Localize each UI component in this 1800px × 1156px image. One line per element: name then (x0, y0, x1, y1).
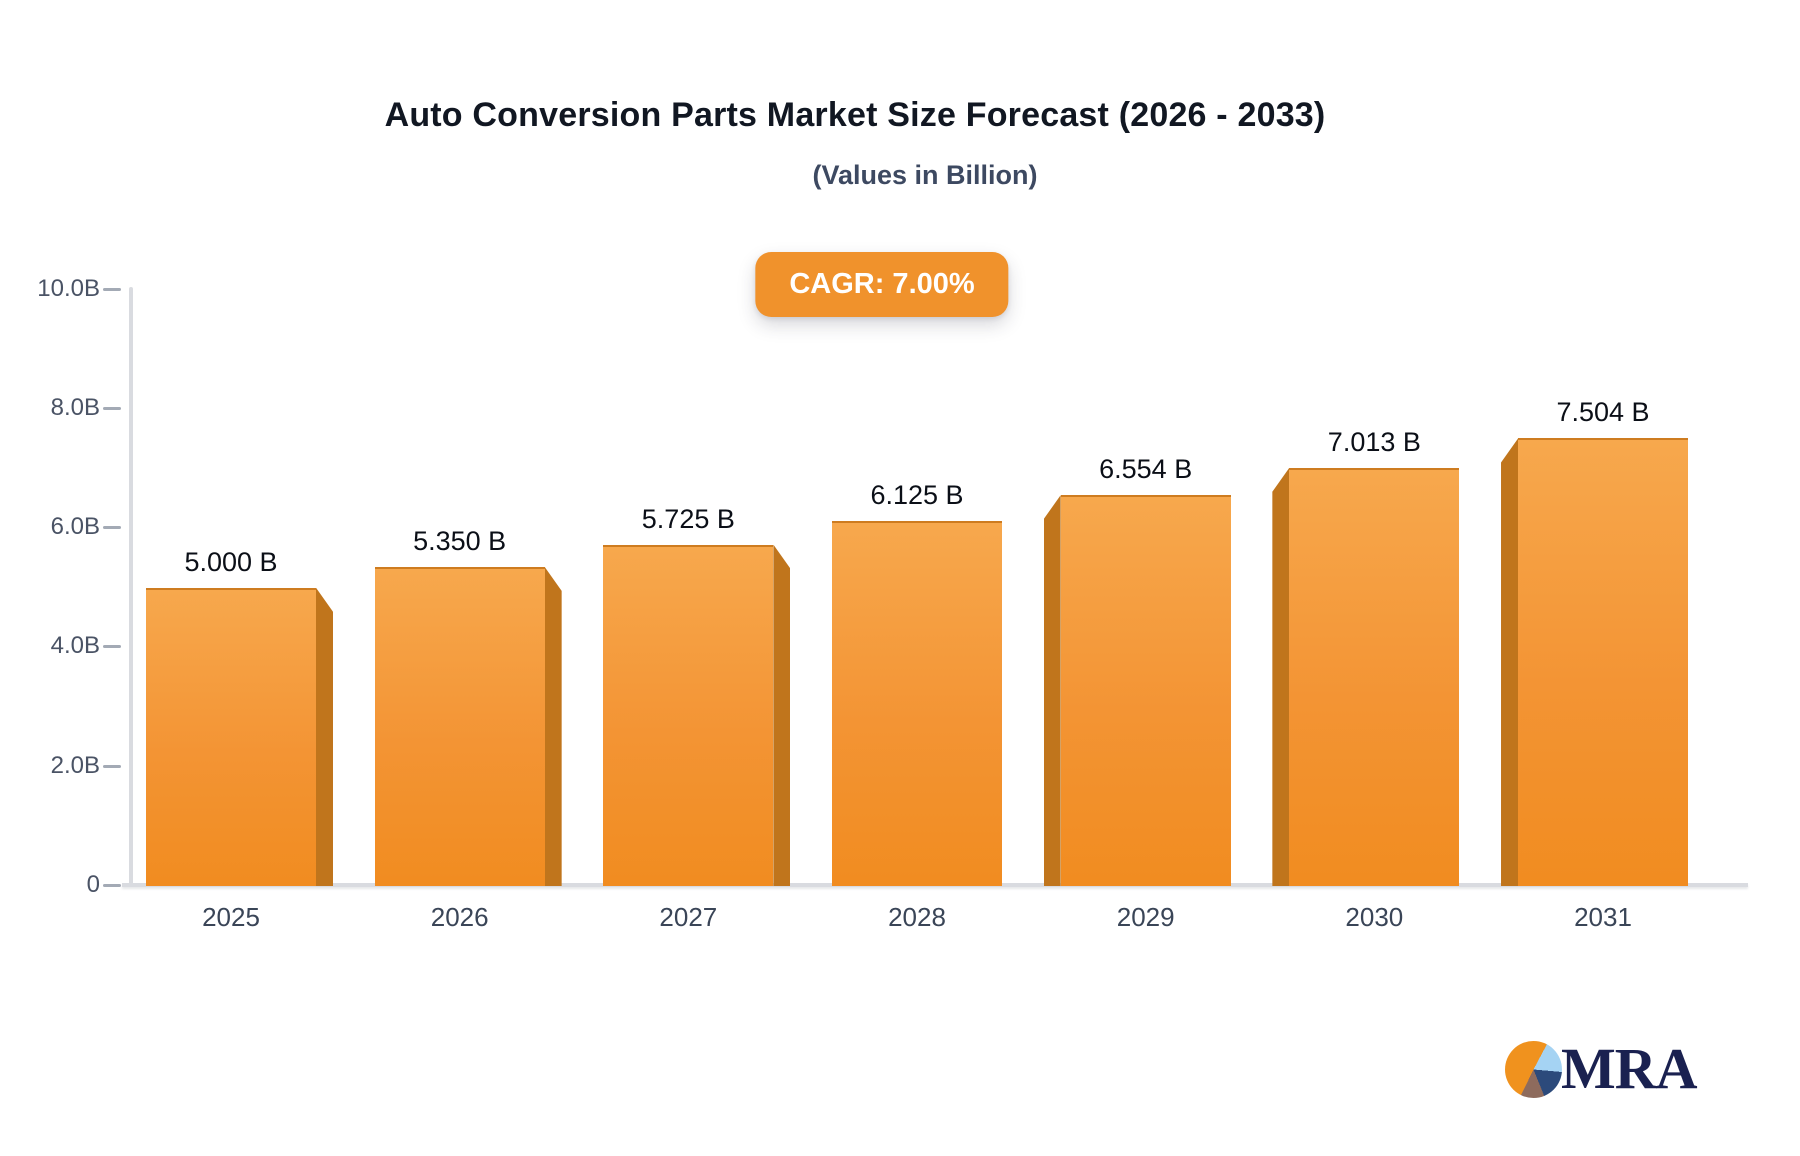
y-axis-line (129, 287, 133, 887)
mra-logo: MRA (1505, 1034, 1745, 1104)
bar-value-label: 5.350 B (413, 525, 507, 556)
y-tick-label: 2.0B (50, 751, 100, 779)
x-axis-label-2029: 2029 (1116, 902, 1175, 932)
y-tick-mark-icon (103, 526, 121, 530)
bar-2025 (146, 587, 316, 886)
y-tick-label: 10.0B (37, 274, 100, 302)
x-axis-label-2028: 2028 (888, 902, 946, 932)
logo-text: MRA (1561, 1036, 1698, 1101)
y-tick-mark-icon (103, 287, 121, 291)
bar-value-label: 5.725 B (641, 503, 735, 534)
chart-title: Auto Conversion Parts Market Size Foreca… (384, 96, 1326, 134)
x-axis-label-2026: 2026 (430, 902, 489, 932)
x-axis-label-2027: 2027 (659, 902, 718, 932)
bar-value-label: 7.013 B (1327, 426, 1421, 457)
y-tick-mark-icon (103, 764, 121, 768)
cagr-badge: CAGR: 7.00% (755, 252, 1009, 317)
y-tick-label: 6.0B (50, 513, 100, 541)
bar-side-face (1272, 467, 1290, 886)
bar-side-face (773, 544, 791, 886)
y-tick-mark-icon (103, 406, 121, 410)
bar-2029 (1060, 495, 1231, 886)
bar-side-face (544, 566, 562, 886)
bar-side-face (1501, 438, 1519, 886)
y-tick-mark-icon (103, 645, 121, 649)
bar-2030 (1289, 467, 1460, 886)
y-tick-label: 4.0B (50, 632, 100, 660)
bar-value-label: 5.000 B (184, 546, 278, 577)
bar-side-face (316, 587, 333, 886)
y-tick-mark-icon (103, 884, 121, 887)
bar-value-label: 6.125 B (870, 479, 964, 510)
y-tick-label: 8.0B (50, 393, 100, 421)
bar-value-label: 7.504 B (1556, 397, 1650, 428)
pie-chart-logo-icon (1505, 1041, 1562, 1098)
x-axis-label-2025: 2025 (202, 902, 260, 932)
bar-2028 (832, 520, 1002, 886)
bar-side-face (1043, 495, 1061, 886)
x-axis-label-2031: 2031 (1574, 902, 1632, 932)
bar-2026 (374, 566, 545, 886)
bar-2031 (1518, 438, 1689, 886)
bar-value-label: 6.554 B (1099, 454, 1193, 485)
chart-subtitle: (Values in Billion) (812, 160, 1038, 190)
bar-2027 (603, 544, 774, 886)
y-tick-label: 0 (86, 871, 100, 898)
x-axis-label-2030: 2030 (1345, 902, 1404, 932)
